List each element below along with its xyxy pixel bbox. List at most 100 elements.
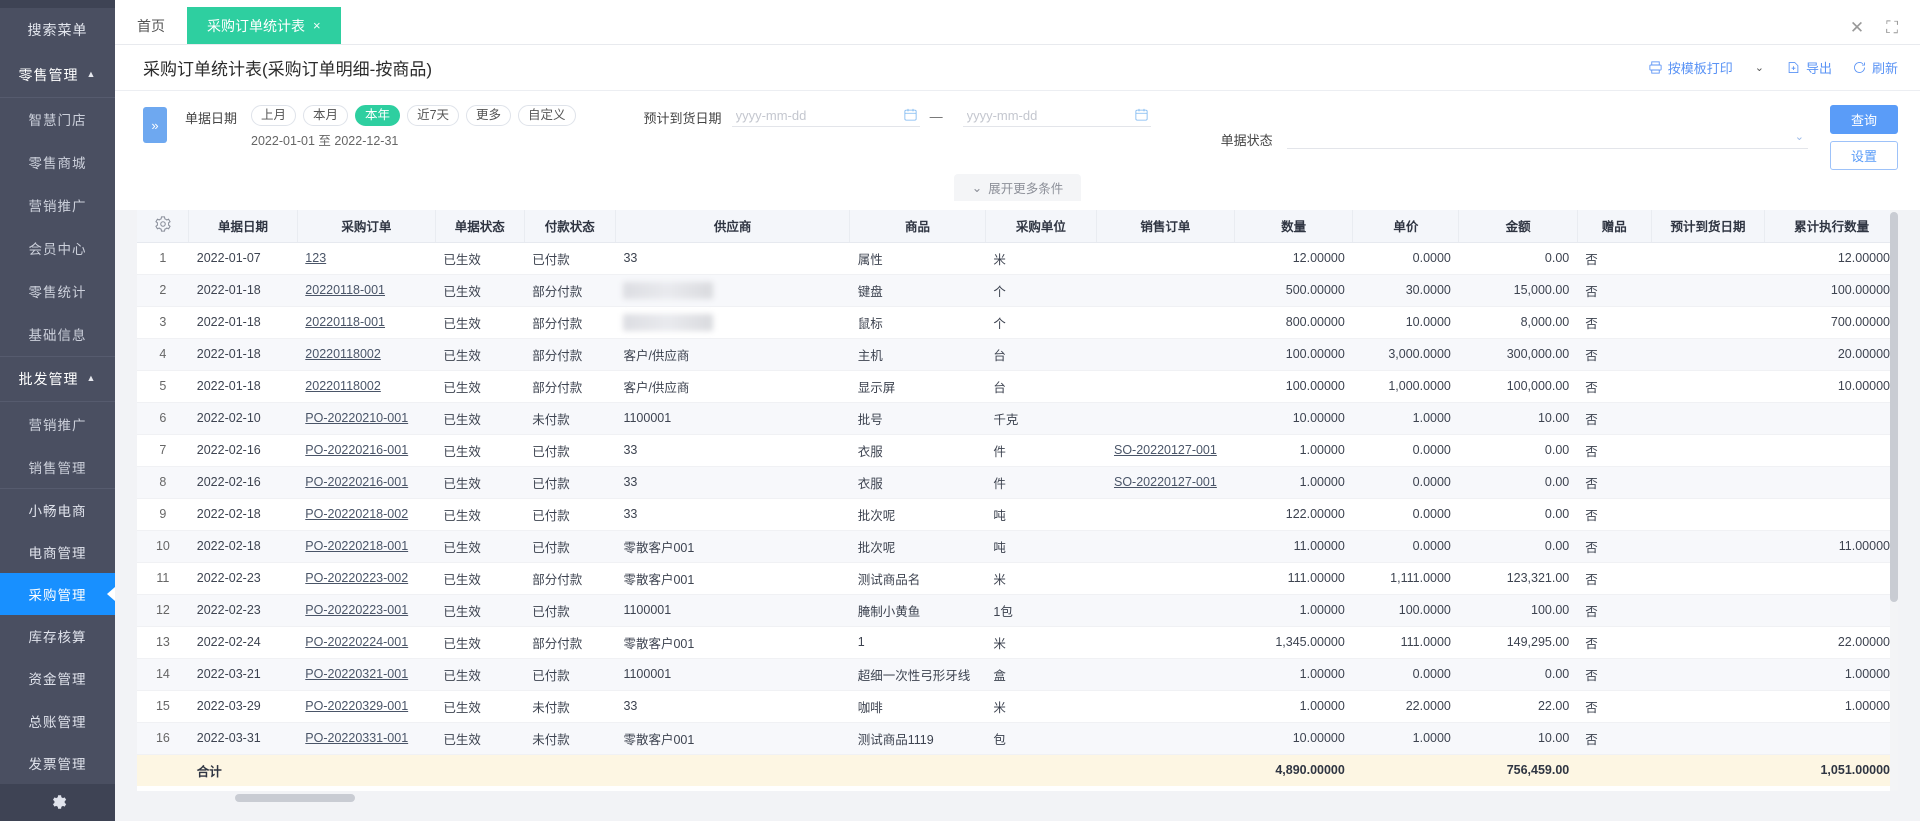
- cell-sales-order[interactable]: [1096, 242, 1235, 275]
- chip-more[interactable]: 更多: [466, 105, 512, 126]
- horizontal-scrollbar-thumb[interactable]: [235, 794, 355, 802]
- sidebar-item-marketing-promo[interactable]: 营销推广: [0, 184, 115, 227]
- table-row[interactable]: 5 2022-01-18 20220118002 已生效 部分付款 客户/供应商 显示屏台 1…: [137, 370, 1898, 403]
- purchase-order-link[interactable]: PO-20220223-001: [305, 603, 409, 617]
- chip-this-month[interactable]: 本月: [303, 105, 349, 126]
- arrival-start-input[interactable]: [731, 105, 920, 127]
- sidebar-item-ecom-mgmt[interactable]: 电商管理: [0, 531, 115, 573]
- collapse-filter-button[interactable]: »: [143, 107, 167, 143]
- sidebar-group-retail[interactable]: 零售管理 ▲: [0, 53, 115, 98]
- cell-supplier[interactable]: 1100001: [615, 594, 850, 627]
- cell-sales-order[interactable]: [1096, 690, 1235, 723]
- sidebar-item-inventory-acct[interactable]: 库存核算: [0, 615, 115, 657]
- cell-supplier[interactable]: 客户/供应商: [615, 338, 850, 371]
- purchase-order-link[interactable]: PO-20220331-001: [305, 731, 409, 745]
- cell-purchase-order[interactable]: 20220118-001: [297, 274, 436, 307]
- table-scroll-area[interactable]: 单据日期 采购订单 单据状态 付款状态 供应商 商品 采购单位 销售订单 数量 …: [137, 210, 1898, 791]
- chip-last-month[interactable]: 上月: [251, 105, 297, 126]
- table-row[interactable]: 15 2022-03-29 PO-20220329-001 已生效 未付款 33 咖啡米 1.…: [137, 690, 1898, 723]
- cell-purchase-order[interactable]: PO-20220223-002: [297, 562, 436, 595]
- col-header-quantity[interactable]: 数量: [1234, 210, 1354, 243]
- purchase-order-link[interactable]: 20220118-001: [305, 283, 386, 297]
- export-button[interactable]: 导出: [1786, 58, 1832, 77]
- col-header-pay-status[interactable]: 付款状态: [524, 210, 616, 243]
- purchase-order-link[interactable]: PO-20220210-001: [305, 411, 409, 425]
- cell-purchase-order[interactable]: PO-20220223-001: [297, 594, 436, 627]
- table-row[interactable]: 6 2022-02-10 PO-20220210-001 已生效 未付款 1100001 批…: [137, 402, 1898, 435]
- vertical-scrollbar[interactable]: [1890, 210, 1898, 791]
- cell-supplier[interactable]: 33: [615, 690, 850, 723]
- settings-button[interactable]: 设置: [1829, 141, 1898, 170]
- table-row[interactable]: 7 2022-02-16 PO-20220216-001 已生效 已付款 33 衣服件 SO-…: [137, 434, 1898, 467]
- sidebar-item-retail-mall[interactable]: 零售商城: [0, 141, 115, 184]
- chip-custom[interactable]: 自定义: [518, 105, 576, 126]
- sidebar-item-xiaochang-ecom[interactable]: 小畅电商: [0, 489, 115, 531]
- purchase-order-link[interactable]: PO-20220218-002: [305, 507, 409, 521]
- purchase-order-link[interactable]: 20220118002: [305, 347, 381, 361]
- cell-supplier[interactable]: 33: [615, 434, 850, 467]
- cell-purchase-order[interactable]: PO-20220224-001: [297, 626, 436, 659]
- table-row[interactable]: 9 2022-02-18 PO-20220218-002 已生效 已付款 33 批次呢吨 12…: [137, 498, 1898, 531]
- table-row[interactable]: 8 2022-02-16 PO-20220216-001 已生效 已付款 33 衣服件 SO-…: [137, 466, 1898, 499]
- table-row[interactable]: 2 2022-01-18 20220118-001 已生效 部分付款 键盘个 500.000…: [137, 274, 1898, 307]
- cell-purchase-order[interactable]: PO-20220210-001: [297, 402, 436, 435]
- purchase-order-link[interactable]: PO-20220224-001: [305, 635, 409, 649]
- table-row[interactable]: 3 2022-01-18 20220118-001 已生效 部分付款 鼠标个 800.000…: [137, 306, 1898, 339]
- cell-purchase-order[interactable]: 20220118-001: [297, 306, 436, 339]
- cell-supplier[interactable]: 零散客户001: [615, 722, 850, 755]
- sales-order-link[interactable]: SO-20220127-001: [1113, 475, 1217, 489]
- purchase-order-link[interactable]: PO-20220223-002: [305, 571, 409, 585]
- arrival-end-input[interactable]: [962, 105, 1151, 127]
- cell-supplier[interactable]: 33: [615, 498, 850, 531]
- cell-supplier[interactable]: 客户/供应商: [615, 370, 850, 403]
- sidebar-item-basic-info[interactable]: 基础信息: [0, 313, 115, 356]
- sidebar-item-smart-store[interactable]: 智慧门店: [0, 98, 115, 141]
- refresh-button[interactable]: 刷新: [1852, 58, 1898, 77]
- col-header-purchase-order[interactable]: 采购订单: [297, 210, 436, 243]
- expand-more-conditions-button[interactable]: ⌄ 展开更多条件: [953, 174, 1082, 201]
- col-header-doc-status[interactable]: 单据状态: [435, 210, 525, 243]
- cell-purchase-order[interactable]: PO-20220216-001: [297, 434, 436, 467]
- cell-sales-order[interactable]: [1096, 306, 1235, 339]
- table-row[interactable]: 11 2022-02-23 PO-20220223-002 已生效 部分付款 零散客户00…: [137, 562, 1898, 595]
- sidebar-group-wholesale[interactable]: 批发管理 ▲: [0, 357, 115, 402]
- chip-last-7-days[interactable]: 近7天: [407, 105, 460, 126]
- cell-supplier[interactable]: [615, 274, 850, 307]
- tab-home[interactable]: 首页: [115, 7, 187, 44]
- status-select-input[interactable]: [1286, 126, 1808, 148]
- cell-supplier[interactable]: 1100001: [615, 658, 850, 691]
- sidebar-item-gl-mgmt[interactable]: 总账管理: [0, 700, 115, 742]
- print-template-button[interactable]: 按模板打印: [1648, 58, 1733, 77]
- cell-sales-order[interactable]: SO-20220127-001: [1096, 466, 1235, 499]
- col-header-date[interactable]: 单据日期: [188, 210, 298, 243]
- col-header-amount[interactable]: 金额: [1458, 210, 1578, 243]
- purchase-order-link[interactable]: PO-20220321-001: [305, 667, 409, 681]
- cell-sales-order[interactable]: [1096, 722, 1235, 755]
- cell-supplier[interactable]: 零散客户001: [615, 626, 850, 659]
- purchase-order-link[interactable]: PO-20220216-001: [305, 443, 409, 457]
- table-row[interactable]: 14 2022-03-21 PO-20220321-001 已生效 已付款 1100001…: [137, 658, 1898, 691]
- cell-purchase-order[interactable]: PO-20220218-002: [297, 498, 436, 531]
- table-row[interactable]: 16 2022-03-31 PO-20220331-001 已生效 未付款 零散客户001…: [137, 722, 1898, 755]
- sidebar-item-invoice-mgmt[interactable]: 发票管理: [0, 742, 115, 784]
- col-header-product[interactable]: 商品: [849, 210, 986, 243]
- chevron-down-icon[interactable]: ⌄: [1754, 62, 1764, 74]
- sales-order-link[interactable]: SO-20220127-001: [1113, 443, 1217, 457]
- cell-sales-order[interactable]: [1096, 370, 1235, 403]
- sidebar-item-member-center[interactable]: 会员中心: [0, 227, 115, 270]
- cell-sales-order[interactable]: [1096, 594, 1235, 627]
- vertical-scrollbar-thumb[interactable]: [1890, 212, 1898, 602]
- cell-supplier[interactable]: 33: [615, 242, 850, 275]
- cell-purchase-order[interactable]: 20220118002: [297, 370, 436, 403]
- sidebar-item-purchase-mgmt[interactable]: 采购管理: [0, 573, 115, 616]
- cell-sales-order[interactable]: [1096, 530, 1235, 563]
- col-header-unit-price[interactable]: 单价: [1352, 210, 1460, 243]
- purchase-order-link[interactable]: 20220118002: [305, 379, 381, 393]
- cell-purchase-order[interactable]: PO-20220329-001: [297, 690, 436, 723]
- table-row[interactable]: 10 2022-02-18 PO-20220218-001 已生效 已付款 零散客户001…: [137, 530, 1898, 563]
- purchase-order-link[interactable]: 20220118-001: [305, 315, 386, 329]
- table-row[interactable]: 12 2022-02-23 PO-20220223-001 已生效 已付款 1100001…: [137, 594, 1898, 627]
- col-header-sales-order[interactable]: 销售订单: [1096, 210, 1235, 243]
- cell-sales-order[interactable]: [1096, 562, 1235, 595]
- chip-this-year[interactable]: 本年: [355, 105, 401, 126]
